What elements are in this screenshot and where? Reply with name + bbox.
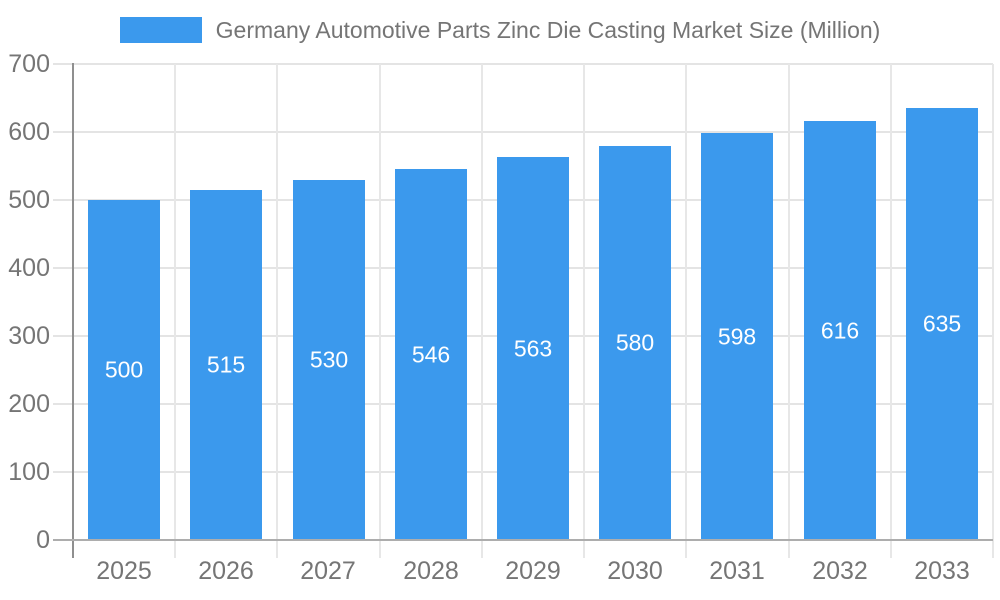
bar-value-label-2033: 635 bbox=[922, 310, 962, 337]
bar-2032[interactable]: 616 bbox=[804, 121, 876, 540]
gridline-vertical-2 bbox=[276, 64, 279, 558]
legend-swatch bbox=[119, 17, 202, 43]
legend[interactable]: Germany Automotive Parts Zinc Die Castin… bbox=[0, 15, 1000, 45]
gridline-vertical-1 bbox=[174, 64, 177, 558]
x-axis-line bbox=[53, 539, 993, 541]
bar-value-label-2031: 598 bbox=[717, 323, 757, 349]
bar-2025[interactable]: 500 bbox=[88, 200, 160, 540]
bar-value-label-2027: 530 bbox=[309, 346, 349, 373]
y-tick-label-700: 700 bbox=[8, 50, 50, 78]
gridline-vertical-5 bbox=[583, 64, 586, 558]
x-tick-label-2026: 2026 bbox=[198, 557, 254, 585]
bar-value-label-2032: 616 bbox=[820, 317, 860, 343]
y-tick-label-100: 100 bbox=[8, 458, 50, 486]
y-tick-label-200: 200 bbox=[8, 390, 50, 418]
gridline-horizontal-700 bbox=[53, 63, 993, 65]
gridline-vertical-9 bbox=[992, 64, 994, 558]
bar-2027[interactable]: 530 bbox=[293, 180, 365, 540]
bar-2030[interactable]: 580 bbox=[599, 146, 671, 540]
y-tick-label-500: 500 bbox=[8, 186, 50, 214]
bar-2028[interactable]: 546 bbox=[395, 169, 467, 540]
x-tick-label-2029: 2029 bbox=[505, 557, 561, 585]
plot-area: 500 515 530 546 563 580 598 616 635 bbox=[53, 63, 994, 558]
y-tick-label-600: 600 bbox=[8, 118, 50, 146]
gridline-vertical-8 bbox=[889, 64, 892, 558]
x-tick-label-2030: 2030 bbox=[607, 557, 663, 585]
bar-value-label-2030: 580 bbox=[615, 329, 655, 356]
x-tick-label-2028: 2028 bbox=[403, 557, 459, 585]
bar-value-label-2029: 563 bbox=[513, 335, 553, 361]
gridline-vertical-7 bbox=[787, 64, 790, 558]
y-tick-label-400: 400 bbox=[8, 254, 50, 282]
y-axis-line bbox=[72, 63, 74, 558]
bar-2026[interactable]: 515 bbox=[190, 190, 262, 540]
x-tick-label-2033: 2033 bbox=[914, 557, 970, 585]
x-tick-label-2032: 2032 bbox=[812, 557, 868, 585]
y-tick-label-300: 300 bbox=[8, 322, 50, 350]
y-axis: 0 100 200 300 400 500 600 700 bbox=[0, 50, 50, 554]
legend-label: Germany Automotive Parts Zinc Die Castin… bbox=[215, 16, 881, 43]
gridline-vertical-3 bbox=[378, 64, 381, 558]
bar-2031[interactable]: 598 bbox=[701, 133, 773, 540]
gridline-vertical-4 bbox=[480, 64, 483, 558]
y-tick-label-0: 0 bbox=[36, 526, 50, 554]
bar-2033[interactable]: 635 bbox=[906, 108, 978, 540]
gridline-vertical-6 bbox=[685, 64, 688, 558]
x-tick-label-2031: 2031 bbox=[709, 557, 765, 585]
x-axis: 2025 2026 2027 2028 2029 2030 2031 2032 2033 bbox=[73, 556, 993, 588]
x-tick-label-2025: 2025 bbox=[96, 557, 152, 585]
bar-value-label-2026: 515 bbox=[206, 351, 246, 378]
gridline-horizontal-600 bbox=[53, 131, 993, 133]
bar-value-label-2025: 500 bbox=[104, 356, 144, 383]
bar-value-label-2028: 546 bbox=[411, 341, 451, 367]
bar-2029[interactable]: 563 bbox=[497, 157, 569, 540]
x-tick-label-2027: 2027 bbox=[300, 557, 356, 585]
